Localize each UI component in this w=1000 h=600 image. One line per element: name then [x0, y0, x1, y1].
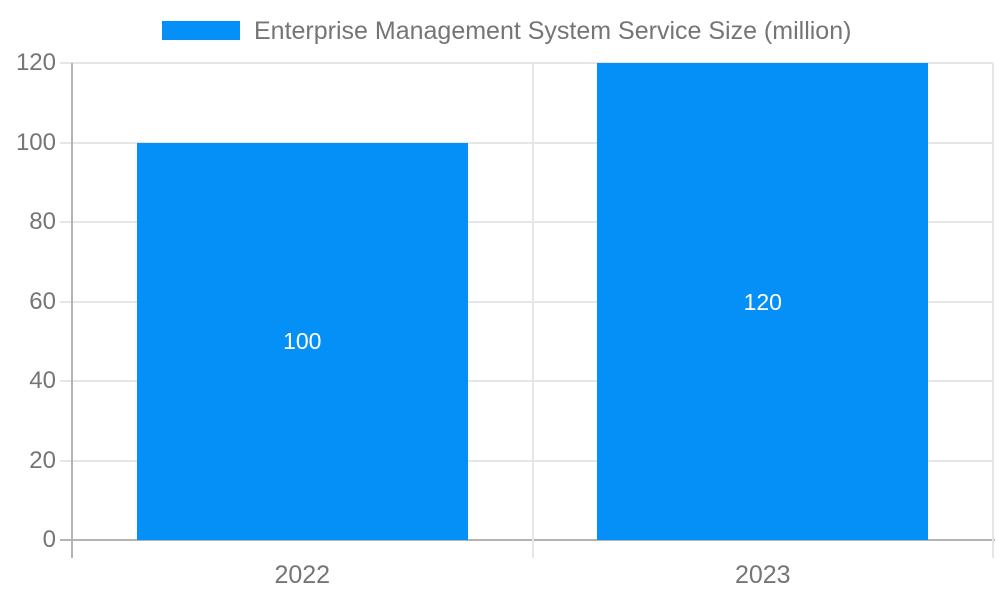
- y-axis-tick-label: 60: [29, 287, 56, 315]
- y-axis-tick-label: 40: [29, 367, 56, 394]
- horizontal-gridline: [60, 459, 993, 462]
- horizontal-gridline: [60, 380, 993, 382]
- category-boundary-line: [532, 63, 534, 558]
- y-axis-tick-label: 0: [42, 526, 56, 553]
- horizontal-gridline: [60, 221, 993, 223]
- x-axis-tick-label: 2023: [734, 561, 791, 589]
- horizontal-gridline: [60, 62, 993, 64]
- y-axis-tick-label: 80: [29, 208, 56, 235]
- x-axis-baseline: [60, 539, 995, 541]
- horizontal-gridline: [60, 300, 993, 303]
- plot-right-boundary-line: [992, 63, 994, 558]
- x-axis-tick-label: 2022: [274, 561, 331, 589]
- y-axis-tick-label: 100: [15, 128, 56, 156]
- horizontal-gridline: [60, 141, 993, 144]
- bar-2023: [597, 63, 929, 540]
- bar-value-label: 100: [283, 328, 322, 355]
- bar-value-label: 120: [743, 288, 782, 315]
- legend-swatch: [162, 21, 240, 40]
- legend-label: Enterprise Management System Service Siz…: [254, 17, 852, 45]
- y-axis-line: [71, 63, 73, 558]
- bar-2022: [136, 142, 468, 540]
- y-axis-tick-label: 20: [29, 446, 56, 474]
- y-axis-tick-label: 120: [15, 49, 56, 76]
